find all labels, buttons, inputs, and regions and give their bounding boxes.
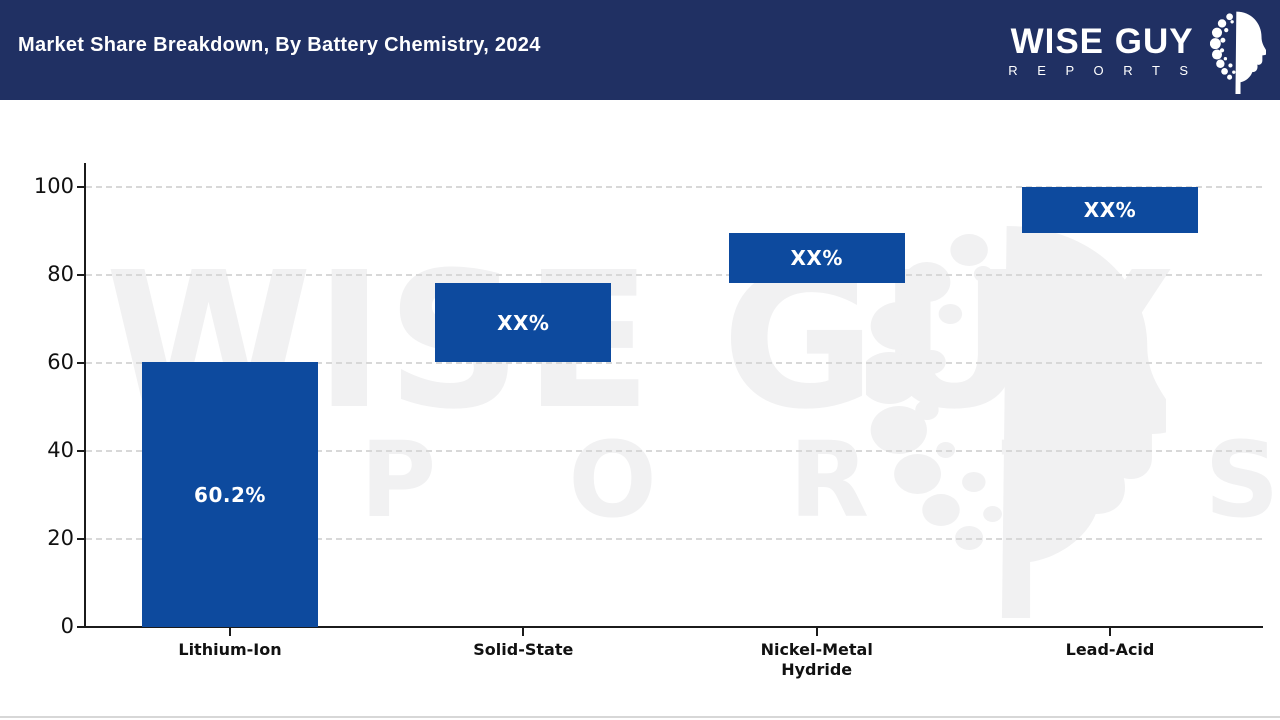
y-tick-label-0: 0	[60, 614, 74, 638]
wise-guy-reports-logo: WISE GUY R E P O R T S	[1008, 6, 1266, 96]
y-tick-mark-60	[77, 362, 85, 364]
x-tick-mark-3	[815, 628, 818, 636]
bar-value-label: XX%	[790, 246, 843, 271]
gridline-y20	[86, 538, 1262, 540]
bar-nickel-metal-hydride: XX%	[728, 233, 905, 284]
y-axis	[84, 163, 86, 628]
y-tick-label-80: 80	[47, 262, 74, 286]
logo-head-icon	[1210, 11, 1266, 94]
x-tick-mark-1	[229, 628, 231, 636]
logo-subtitle: R E P O R T S	[1008, 62, 1196, 78]
y-tick-mark-40	[77, 450, 85, 452]
y-tick-mark-100	[77, 186, 85, 188]
x-axis	[84, 626, 1263, 628]
y-tick-mark-80	[77, 274, 85, 276]
bar-lead-acid: XX%	[1022, 187, 1198, 234]
y-tick-label-20: 20	[47, 526, 74, 550]
x-category-label-1: Lithium-Ion	[178, 640, 282, 659]
chart-title: Market Share Breakdown, By Battery Chemi…	[18, 34, 541, 56]
x-tick-mark-2	[522, 628, 525, 636]
bar-value-label: 60.2%	[194, 482, 266, 507]
y-tick-label-40: 40	[47, 438, 74, 462]
y-tick-mark-20	[77, 538, 85, 540]
watermark-head-logo	[866, 226, 1166, 618]
x-category-label-2: Solid-State	[473, 640, 574, 659]
y-tick-mark-0	[77, 626, 85, 628]
gridline-y40	[86, 450, 1262, 452]
y-tick-label-60: 60	[47, 350, 74, 374]
bar-value-label: XX%	[1083, 198, 1137, 223]
y-tick-label-100: 100	[33, 174, 74, 198]
gridline-y60	[86, 362, 1262, 364]
bar-lithium-ion: 60.2%	[142, 362, 318, 627]
bottom-border-line	[0, 716, 1280, 718]
gridline-y80	[86, 274, 1262, 276]
x-category-label-4: Lead-Acid	[1065, 640, 1155, 659]
x-category-label-3: Nickel-Metal Hydride	[760, 640, 873, 680]
bar-value-label: XX%	[497, 310, 550, 335]
header-band: Market Share Breakdown, By Battery Chemi…	[0, 0, 1280, 100]
bar-solid-state: XX%	[435, 283, 612, 363]
gridline-y100	[86, 186, 1262, 188]
logo-wordmark: WISE GUY	[1010, 22, 1194, 61]
x-tick-mark-4	[1109, 628, 1111, 636]
